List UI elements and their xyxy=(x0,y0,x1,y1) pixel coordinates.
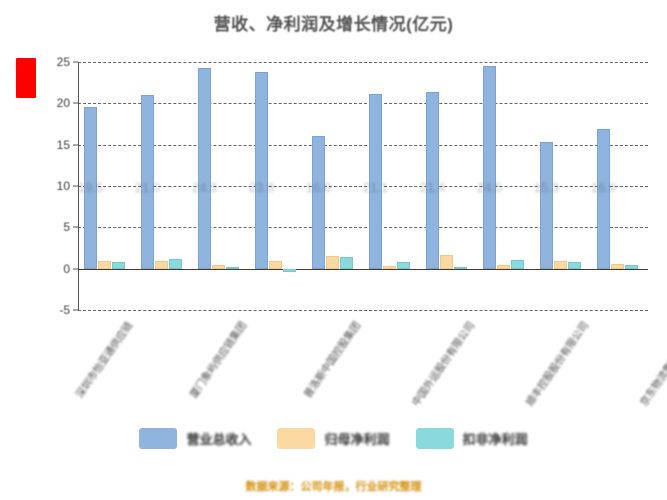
bar-adj-net-profit[interactable] xyxy=(340,257,353,269)
bar-revenue[interactable] xyxy=(84,107,97,269)
bar-net-profit[interactable] xyxy=(155,261,168,269)
x-axis-category-label: 普洛斯中国控股集团 xyxy=(302,320,363,401)
bar-net-profit[interactable] xyxy=(326,256,339,269)
bar-group: 24.3 普洛斯中国控股集团 xyxy=(191,62,363,400)
zero-baseline xyxy=(78,268,648,270)
bar-value-label: 16.9 xyxy=(590,180,617,195)
bar-group: 16.9百世供应链科技有限公司 xyxy=(591,62,648,310)
bar-adj-net-profit[interactable] xyxy=(169,258,182,269)
x-axis-category-label: 深圳市怡亚通供应链 xyxy=(74,320,135,401)
bar-adj-net-profit[interactable] xyxy=(454,267,467,269)
legend-item[interactable]: 扣非净利润 xyxy=(415,428,528,449)
bar-revenue[interactable] xyxy=(312,136,325,269)
bar-value-label: 24.3 xyxy=(191,180,218,195)
legend-swatch-icon xyxy=(415,428,454,449)
y-axis-tick-mark xyxy=(73,185,78,187)
y-axis-highlight-box: 亿元 xyxy=(16,58,36,98)
bar-adj-net-profit[interactable] xyxy=(511,260,524,269)
bar-net-profit[interactable] xyxy=(383,266,396,269)
bar-value-label: 24.5 xyxy=(476,180,503,195)
bar-net-profit[interactable] xyxy=(611,263,624,269)
y-axis-tick-mark xyxy=(73,226,78,228)
y-axis-tick-label: 10 xyxy=(56,179,70,193)
x-axis-category-label: 顺丰控股股份有限公司 xyxy=(524,320,591,409)
y-axis-tick-label: -5 xyxy=(59,303,70,317)
bar-adj-net-profit[interactable] xyxy=(112,262,125,269)
bar-revenue[interactable] xyxy=(540,142,553,269)
bar-adj-net-profit[interactable] xyxy=(625,264,638,269)
legend-item[interactable]: 归母净利润 xyxy=(277,428,390,449)
bar-group: 21.1 京东物流集团股份公司 xyxy=(362,62,667,409)
x-axis-category-label: 中国外运股份有限公司 xyxy=(410,320,477,409)
bar-group: 23.8 中国外运股份有限公司 xyxy=(248,62,477,409)
bar-revenue[interactable] xyxy=(141,95,154,269)
bar-adj-net-profit[interactable] xyxy=(397,262,410,269)
bar-net-profit[interactable] xyxy=(554,261,567,269)
y-axis-highlight-label: 亿元 xyxy=(16,61,27,89)
legend-label: 归母净利润 xyxy=(324,432,390,447)
y-axis-tick-mark xyxy=(73,144,78,146)
grid-line xyxy=(78,144,648,146)
legend-swatch-icon xyxy=(277,428,316,449)
y-axis-tick-label: 15 xyxy=(56,137,70,152)
legend-swatch-icon xyxy=(139,428,178,449)
bar-group: 21.0 厦门象屿供应链集团 xyxy=(134,62,249,400)
bar-group: 21.4德邦物流股份有限公司 xyxy=(420,62,477,310)
legend-label: 扣非净利润 xyxy=(462,432,528,447)
bar-value-label: 21.4 xyxy=(419,180,446,195)
y-axis-tick-label: 5 xyxy=(63,220,70,235)
grid-line xyxy=(78,103,648,105)
chart-legend: 营业总收入 归母净利润 扣非净利润 xyxy=(0,428,667,449)
bar-adj-net-profit[interactable] xyxy=(226,267,239,269)
bar-group: 24.5中远海运物流供应链 xyxy=(477,62,534,310)
x-axis-category-label: 京东物流集团股份公司 xyxy=(638,320,667,409)
y-axis-tick-mark xyxy=(73,268,78,270)
y-axis-tick-mark xyxy=(73,102,78,104)
y-axis-tick-label: 20 xyxy=(56,96,70,111)
bar-adj-net-profit[interactable] xyxy=(568,262,581,269)
bar-revenue[interactable] xyxy=(198,67,211,269)
plot-area: 25 20 15 10 5 0 -5 亿元 19.5 深圳市怡亚通供应链 21.0 厦门象屿供应链集团… xyxy=(16,55,667,409)
y-axis-tick-label: 0 xyxy=(63,261,70,276)
bar-revenue[interactable] xyxy=(369,94,382,269)
bar-value-label: 23.8 xyxy=(248,180,275,195)
bar-net-profit[interactable] xyxy=(497,265,510,269)
grid-line xyxy=(78,62,648,63)
bar-value-label: 21.1 xyxy=(362,180,389,195)
bar-revenue[interactable] xyxy=(255,71,268,269)
bar-revenue[interactable] xyxy=(483,66,496,269)
bar-net-profit[interactable] xyxy=(212,265,225,269)
grid-line xyxy=(78,310,648,311)
bar-value-label: 16.0 xyxy=(305,180,332,195)
legend-label: 营业总收入 xyxy=(186,432,252,447)
chart-title: 营收、净利润及增长情况(亿元) xyxy=(213,15,454,34)
bar-revenue[interactable] xyxy=(426,91,439,269)
bar-adj-net-profit[interactable] xyxy=(283,268,296,272)
bar-value-label: 19.5 xyxy=(77,180,104,195)
bar-net-profit[interactable] xyxy=(98,261,111,269)
y-axis-tick-mark xyxy=(73,61,78,63)
bar-group: 16.0 顺丰控股股份有限公司 xyxy=(305,62,591,409)
chart-footer-note: 数据来源：公司年报，行业研究整理 xyxy=(245,481,422,493)
x-axis-category-label: 厦门象屿供应链集团 xyxy=(188,320,249,401)
bar-net-profit[interactable] xyxy=(269,261,282,269)
y-axis-tick-label: 25 xyxy=(56,55,70,69)
bar-value-label: 15.3 xyxy=(533,180,560,195)
y-axis-tick-mark xyxy=(73,309,78,311)
bar-group: 19.5 深圳市怡亚通供应链 xyxy=(74,62,135,400)
bar-group: 15.3安能物流集团有限公司 xyxy=(534,62,591,310)
grid-line xyxy=(78,186,648,187)
bar-revenue[interactable] xyxy=(597,128,610,269)
bar-value-label: 21.0 xyxy=(134,180,161,195)
legend-item[interactable]: 营业总收入 xyxy=(139,428,251,449)
grid-line xyxy=(78,227,648,229)
bar-net-profit[interactable] xyxy=(440,254,453,269)
